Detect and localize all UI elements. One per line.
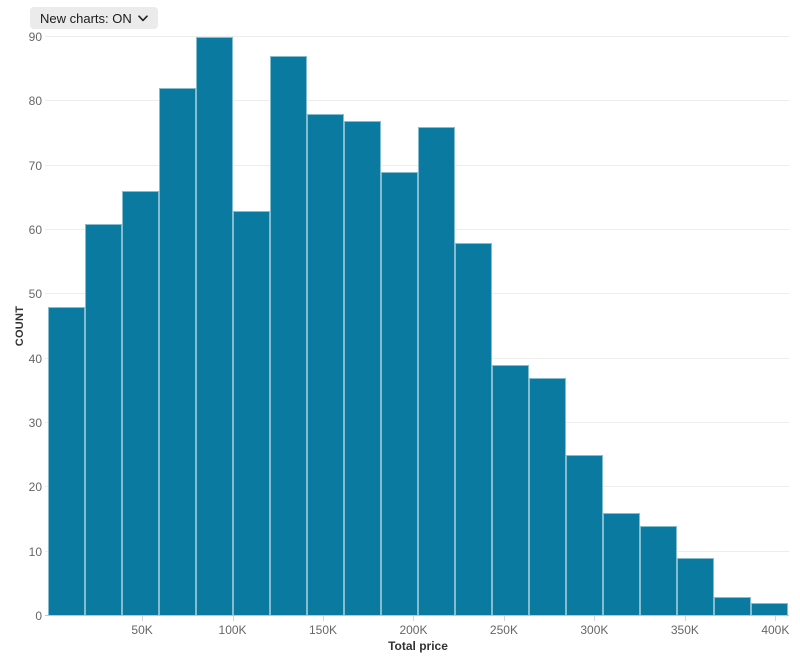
x-tick-label: 300K	[580, 623, 609, 637]
y-tick-label: 30	[28, 416, 42, 430]
x-tick-label: 150K	[308, 623, 338, 637]
gridline-y-80	[45, 100, 789, 102]
y-tick-label: 0	[35, 609, 42, 623]
y-tick-label: 70	[28, 158, 42, 173]
histogram-bar[interactable]	[677, 558, 714, 616]
histogram-bar[interactable]	[344, 120, 381, 616]
histogram-bar[interactable]	[492, 365, 529, 616]
histogram-bar[interactable]	[270, 56, 307, 616]
new-charts-dropdown[interactable]: New charts: ON	[30, 7, 158, 29]
x-tick-label: 100K	[218, 623, 247, 637]
x-tick-label: 350K	[670, 623, 699, 637]
x-tick-mark	[594, 616, 596, 621]
histogram-bar[interactable]	[566, 455, 603, 616]
gridline-y-70	[45, 164, 789, 166]
histogram-bar[interactable]	[85, 223, 122, 616]
histogram-bar[interactable]	[603, 513, 640, 616]
histogram-bar[interactable]	[751, 603, 788, 616]
y-tick-label: 80	[28, 94, 42, 109]
x-axis-title: Total price	[388, 639, 448, 653]
x-tick-mark	[775, 616, 777, 621]
histogram-bar[interactable]	[159, 88, 196, 616]
x-tick-mark	[232, 616, 234, 621]
histogram-bar[interactable]	[418, 127, 455, 616]
histogram-bar[interactable]	[381, 172, 418, 616]
plot-area: 0 10 20 30 40 50 60 70 80 90 50K 100K 150K 200K 250K 3…	[29, 31, 790, 653]
x-tick-mark	[413, 616, 415, 621]
y-tick-label: 60	[28, 223, 42, 237]
histogram-bar[interactable]	[196, 37, 233, 616]
histogram-bar[interactable]	[233, 210, 270, 616]
x-tick-mark	[142, 616, 144, 621]
histogram-bar[interactable]	[714, 596, 751, 616]
histogram-bar[interactable]	[48, 307, 85, 616]
histogram-bar[interactable]	[122, 191, 159, 616]
gridline-y-90	[45, 36, 789, 37]
y-tick-label: 90	[28, 30, 42, 44]
x-tick-mark	[323, 616, 324, 621]
x-tick-label: 250K	[489, 623, 518, 637]
histogram-bar[interactable]	[455, 242, 492, 616]
chevron-down-icon	[137, 14, 148, 22]
histogram-bar[interactable]	[529, 377, 566, 616]
x-tick-mark	[684, 616, 686, 621]
x-tick-label: 50K	[131, 623, 153, 637]
y-tick-label: 20	[28, 480, 42, 495]
x-axis-line	[45, 615, 789, 616]
x-tick-mark	[503, 616, 505, 621]
new-charts-label: New charts: ON	[40, 10, 132, 26]
histogram-bar[interactable]	[307, 114, 344, 616]
y-tick-label: 40	[28, 351, 42, 366]
y-tick-label: 50	[28, 287, 42, 302]
y-tick-label: 10	[28, 544, 42, 559]
y-axis-title: COUNT	[14, 305, 26, 347]
x-tick-label: 400K	[761, 623, 790, 637]
histogram-bar[interactable]	[640, 525, 677, 616]
x-tick-label: 200K	[399, 623, 428, 637]
